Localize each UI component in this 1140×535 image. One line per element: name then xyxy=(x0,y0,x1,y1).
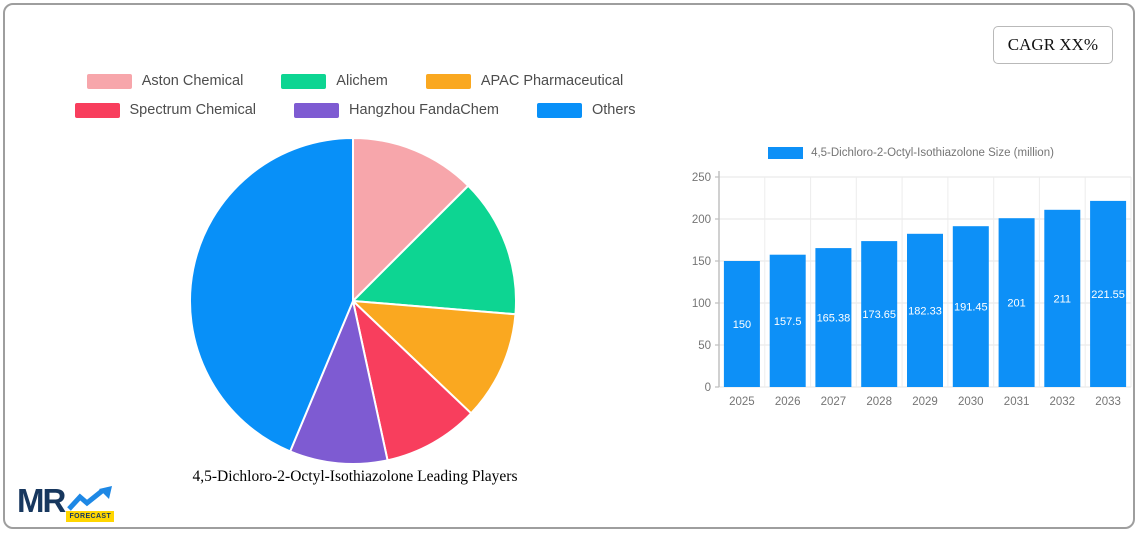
bar-value-label-2028: 173.65 xyxy=(862,309,896,321)
bar-value-label-2027: 165.38 xyxy=(817,313,851,325)
bar-2029 xyxy=(907,233,943,387)
x-axis-label-2033: 2033 xyxy=(1095,396,1121,408)
pie-chart-title: 4,5-Dichloro-2-Octyl-Isothiazolone Leadi… xyxy=(192,468,518,485)
bar-chart-legend[interactable]: 4,5-Dichloro-2-Octyl-Isothiazolone Size … xyxy=(685,145,1137,161)
legend-label: Others xyxy=(591,102,636,118)
legend-label: Spectrum Chemical xyxy=(129,102,257,118)
y-axis-label-200: 200 xyxy=(692,214,711,226)
legend-item-alichem[interactable]: Alichem xyxy=(281,73,388,89)
legend-label: APAC Pharmaceutical xyxy=(480,73,624,89)
bar-value-label-2032: 211 xyxy=(1054,293,1072,305)
cagr-badge: CAGR XX% xyxy=(992,26,1113,64)
legend-swatch-alichem xyxy=(281,73,327,89)
bar-2032 xyxy=(1044,209,1081,387)
x-axis-label-2032: 2032 xyxy=(1050,396,1076,408)
legend-swatch-aston-chemical xyxy=(86,73,132,89)
bar-2026 xyxy=(769,254,806,387)
y-axis-label-50: 50 xyxy=(698,340,711,352)
legend-label: Hangzhou FandaChem xyxy=(349,102,499,118)
bar-2033 xyxy=(1090,200,1127,387)
x-axis-label-2028: 2028 xyxy=(866,396,892,408)
bar-chart: 4,5-Dichloro-2-Octyl-Isothiazolone Size … xyxy=(685,145,1137,415)
x-axis-label-2026: 2026 xyxy=(775,396,801,408)
pie-slice-others xyxy=(189,137,354,453)
y-axis-label-150: 150 xyxy=(692,256,711,268)
legend-swatch-hangzhou-fandachem xyxy=(294,102,340,118)
legend-item-aston-chemical[interactable]: Aston Chemical xyxy=(86,73,244,89)
pie-svg xyxy=(189,137,517,465)
bar-value-label-2030: 191.45 xyxy=(954,302,988,314)
bar-value-label-2029: 182.33 xyxy=(908,305,942,317)
pie-legend-row: Spectrum Chemical Hangzhou FandaChem Other… xyxy=(74,102,636,118)
pie-slice-alichem xyxy=(352,184,517,316)
pie-legend: Aston Chemical Alichem APAC Pharmaceutical… xyxy=(5,73,705,118)
pie-slice-hangzhou-fandachem xyxy=(289,300,389,465)
cagr-label: CAGR XX% xyxy=(1007,35,1098,54)
x-axis-label-2025: 2025 xyxy=(729,396,755,408)
legend-swatch-others xyxy=(536,102,582,118)
bar-value-label-2031: 201 xyxy=(1007,298,1025,310)
bar-value-label-2025: 150 xyxy=(733,319,751,331)
pie-legend-row: Aston Chemical Alichem APAC Pharmaceutical xyxy=(86,73,624,89)
legend-swatch-spectrum-chemical xyxy=(74,102,120,118)
pie-slice-aston-chemical xyxy=(352,137,470,302)
legend-item-others[interactable]: Others xyxy=(536,102,636,118)
bar-legend-swatch xyxy=(768,147,804,159)
legend-item-hangzhou-fandachem[interactable]: Hangzhou FandaChem xyxy=(294,102,499,118)
mr-logo-text: MR xyxy=(17,481,66,519)
x-axis-label-2030: 2030 xyxy=(958,396,984,408)
trend-arrow-icon xyxy=(67,485,113,511)
pie-slice-spectrum-chemical xyxy=(352,300,473,462)
logo-arrow-column: FORECAST xyxy=(66,485,115,522)
x-axis-label-2029: 2029 xyxy=(912,396,938,408)
legend-item-apac-pharmaceutical[interactable]: APAC Pharmaceutical xyxy=(425,73,624,89)
legend-label: Aston Chemical xyxy=(141,73,244,89)
bar-value-label-2026: 157.5 xyxy=(774,316,802,328)
forecast-tag: FORECAST xyxy=(66,510,115,522)
bar-legend-label: 4,5-Dichloro-2-Octyl-Isothiazolone Size … xyxy=(811,147,1054,159)
bar-2030 xyxy=(952,226,989,387)
legend-label: Alichem xyxy=(336,73,388,89)
bar-2025 xyxy=(723,261,760,387)
bar-value-label-2033: 221.55 xyxy=(1091,289,1125,301)
report-card: CAGR XX% Aston Chemical Alichem APAC Pharm… xyxy=(3,3,1135,529)
bar-2027 xyxy=(815,248,852,387)
legend-item-spectrum-chemical[interactable]: Spectrum Chemical xyxy=(74,102,257,118)
y-axis-label-100: 100 xyxy=(692,298,711,310)
bar-2031 xyxy=(998,218,1035,387)
y-axis-label-0: 0 xyxy=(705,382,711,394)
legend-swatch-apac-pharmaceutical xyxy=(425,73,471,89)
pie-slice-apac-pharmaceutical xyxy=(352,300,517,415)
x-axis-label-2027: 2027 xyxy=(821,396,847,408)
y-axis-label-250: 250 xyxy=(692,172,711,184)
x-axis-label-2031: 2031 xyxy=(1004,396,1030,408)
bar-2028 xyxy=(861,241,898,387)
pie-chart xyxy=(187,135,519,467)
mr-forecast-logo: MR FORECAST xyxy=(17,481,115,522)
bar-svg: 0 50 100 150 200 250 150 2025 157.5 2026 165.38 202… xyxy=(692,171,1132,408)
